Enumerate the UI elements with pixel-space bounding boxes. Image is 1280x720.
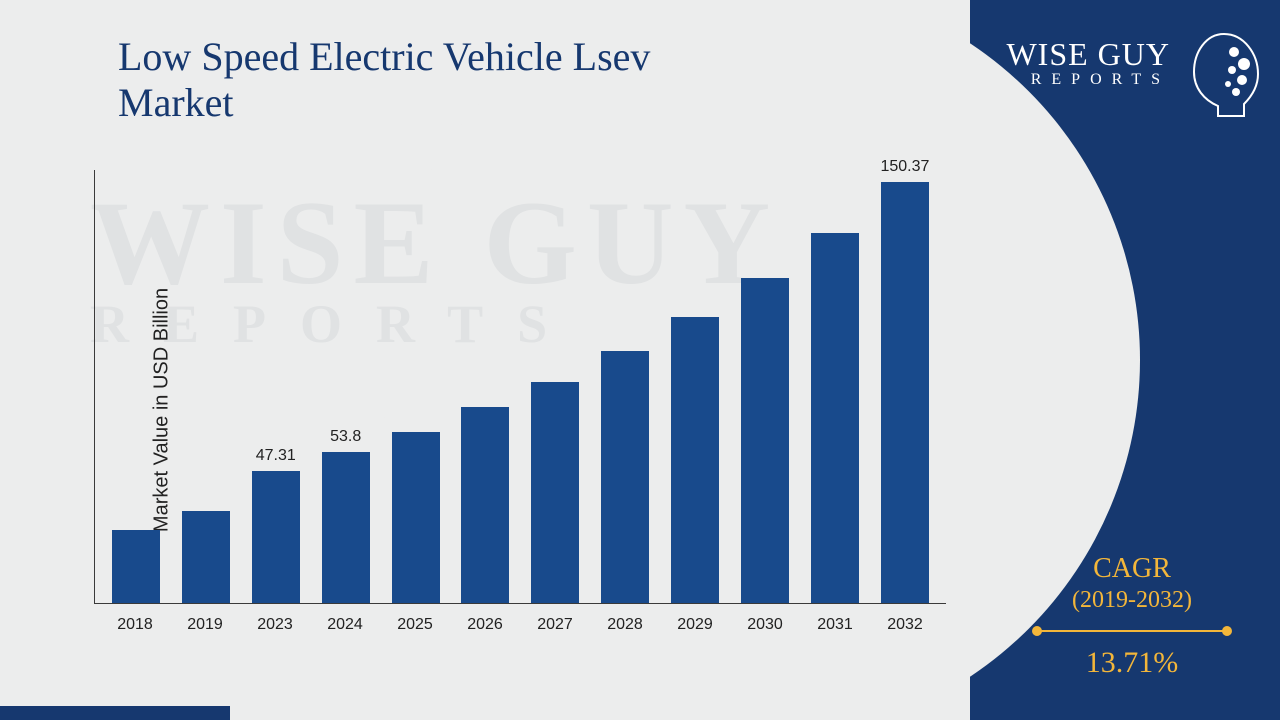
chart-title: Low Speed Electric Vehicle Lsev Market (118, 34, 758, 126)
cagr-period: (2019-2032) (1002, 587, 1262, 614)
bar (811, 233, 859, 603)
x-tick-label: 2025 (385, 616, 445, 634)
bar (182, 511, 230, 603)
footer-accent-bar (0, 706, 230, 720)
cagr-panel: CAGR (2019-2032) 13.71% (1002, 553, 1262, 680)
bar-wrap (106, 506, 166, 603)
bar-value-label: 53.8 (330, 428, 361, 448)
bar-wrap (735, 254, 795, 603)
x-tick-label: 2018 (105, 616, 165, 634)
x-axis: 2018 2019 2023 2024 2025 2026 2027 2028 2029 2030… (94, 616, 946, 634)
bar-wrap (525, 358, 585, 603)
cagr-label: CAGR (1002, 553, 1262, 585)
x-tick-label: 2032 (875, 616, 935, 634)
bar-wrap: 150.37 (875, 158, 935, 603)
bar-wrap (805, 209, 865, 603)
bars-container: 47.3153.8150.37 (95, 170, 946, 603)
x-tick-label: 2019 (175, 616, 235, 634)
logo-line2: REPORTS (1006, 71, 1170, 89)
x-tick-label: 2023 (245, 616, 305, 634)
bar (741, 278, 789, 603)
cagr-divider (1037, 630, 1227, 632)
bar-wrap (665, 293, 725, 603)
bar (392, 432, 440, 603)
bar-wrap (386, 408, 446, 603)
bar-wrap (455, 383, 515, 603)
bar (322, 452, 370, 603)
x-tick-label: 2027 (525, 616, 585, 634)
cagr-value: 13.71% (1002, 646, 1262, 680)
bar-wrap (176, 487, 236, 603)
bar-value-label: 47.31 (256, 447, 296, 467)
plot-area: 47.3153.8150.37 (94, 170, 946, 604)
x-tick-label: 2024 (315, 616, 375, 634)
bar (461, 407, 509, 603)
bar (671, 317, 719, 603)
stage: WISE GUY REPORTS Low Speed Electric Vehi… (0, 0, 1280, 720)
bar-wrap (595, 327, 655, 603)
logo-line1: WISE GUY (1006, 36, 1170, 73)
bar (531, 382, 579, 603)
x-tick-label: 2030 (735, 616, 795, 634)
x-tick-label: 2031 (805, 616, 865, 634)
bar-wrap: 53.8 (316, 428, 376, 603)
x-tick-label: 2029 (665, 616, 725, 634)
bar (112, 530, 160, 603)
bar-chart: Market Value in USD Billion 47.3153.8150… (66, 170, 946, 650)
bar (881, 182, 929, 603)
bar-wrap: 47.31 (246, 447, 306, 603)
logo-head-icon (1184, 30, 1264, 120)
x-tick-label: 2026 (455, 616, 515, 634)
bar-value-label: 150.37 (880, 158, 929, 178)
x-tick-label: 2028 (595, 616, 655, 634)
brand-logo: WISE GUY REPORTS (1006, 36, 1170, 89)
bar (601, 351, 649, 603)
bar (252, 471, 300, 603)
